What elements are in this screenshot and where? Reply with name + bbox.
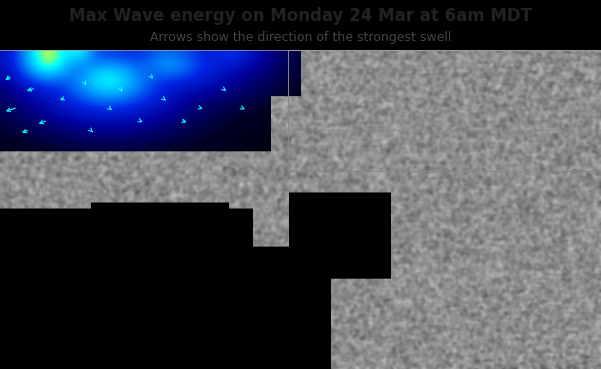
Text: Arrows show the direction of the strongest swell: Arrows show the direction of the stronge… — [150, 31, 451, 44]
Text: Max Wave energy on Monday 24 Mar at 6am MDT: Max Wave energy on Monday 24 Mar at 6am … — [69, 7, 532, 25]
Bar — [288, 50, 601, 171]
